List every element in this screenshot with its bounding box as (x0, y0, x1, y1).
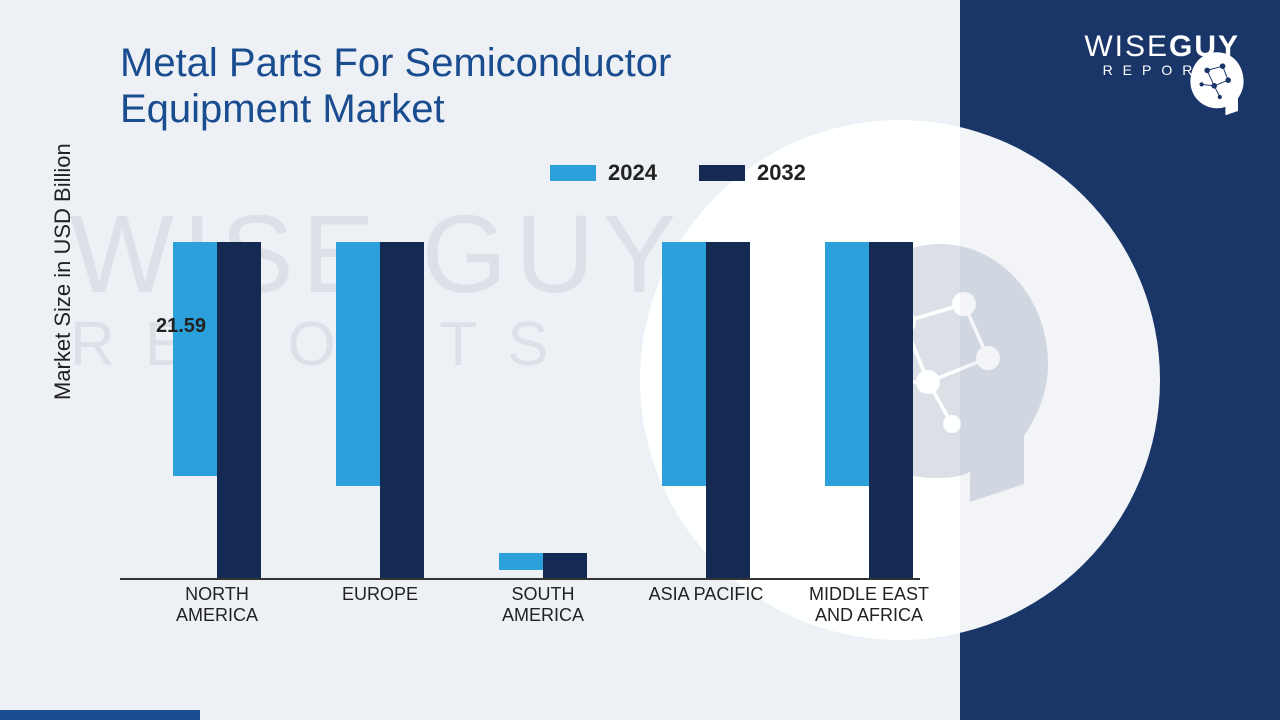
legend-label-2032: 2032 (757, 160, 806, 186)
bar-2024 (662, 242, 706, 486)
bar-2032 (543, 553, 587, 578)
x-axis-label: NORTH AMERICA (147, 584, 287, 625)
plot-region: 21.59 (120, 190, 920, 580)
legend: 2024 2032 (550, 160, 806, 186)
legend-swatch-2024 (550, 165, 596, 181)
bar-2024 (173, 242, 217, 476)
x-axis-label: ASIA PACIFIC (636, 584, 776, 605)
bar-2032 (380, 242, 424, 578)
brand-logo: WISEGUY REPORTS (1084, 30, 1240, 78)
brand-head-icon (1182, 48, 1252, 118)
brand-word1: WISE (1084, 30, 1169, 63)
y-axis-label: Market Size in USD Billion (50, 143, 76, 400)
bar-2032 (706, 242, 750, 578)
bar-group (488, 553, 598, 578)
x-axis-labels: NORTH AMERICA EUROPE SOUTH AMERICA ASIA PAC… (120, 584, 920, 674)
bottom-accent-bar (0, 710, 200, 720)
bar-2024 (499, 553, 543, 570)
x-axis-label: EUROPE (310, 584, 450, 605)
bar-2032 (217, 242, 261, 578)
legend-swatch-2032 (699, 165, 745, 181)
x-axis-label: MIDDLE EAST AND AFRICA (799, 584, 939, 625)
bar-group (814, 242, 924, 578)
bar-2032 (869, 242, 913, 578)
legend-item-2024: 2024 (550, 160, 657, 186)
bar-value-label: 21.59 (156, 315, 206, 338)
bar-group (325, 242, 435, 578)
legend-item-2032: 2032 (699, 160, 806, 186)
chart-area: Market Size in USD Billion 2024 2032 21.… (60, 160, 940, 680)
bar-group (651, 242, 761, 578)
bar-group (162, 242, 272, 578)
bar-2024 (825, 242, 869, 486)
x-axis-label: SOUTH AMERICA (473, 584, 613, 625)
chart-title: Metal Parts For Semiconductor Equipment … (120, 40, 760, 132)
bar-2024 (336, 242, 380, 486)
legend-label-2024: 2024 (608, 160, 657, 186)
